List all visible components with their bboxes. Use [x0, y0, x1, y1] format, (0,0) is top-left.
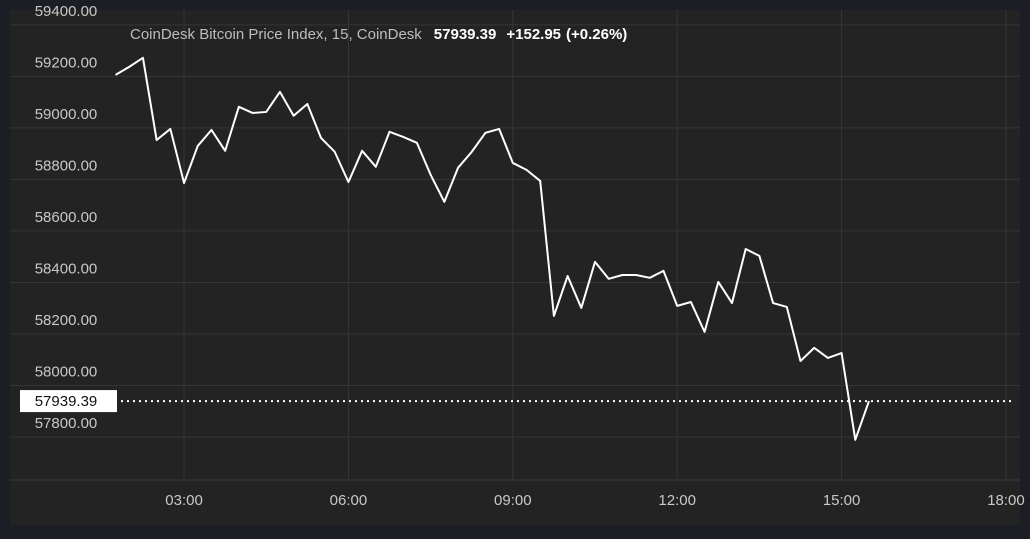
chart-panel	[10, 10, 1020, 525]
change-percent: (+0.26%)	[566, 26, 627, 43]
y-tick-label: 59400.00	[35, 3, 98, 20]
y-tick-label: 58800.00	[35, 157, 98, 174]
y-tick-label: 58600.00	[35, 209, 98, 226]
y-tick-label: 59000.00	[35, 106, 98, 123]
y-tick-label: 57800.00	[35, 415, 98, 432]
x-tick-label: 06:00	[330, 492, 368, 509]
last-price-label: 57939.39	[35, 393, 98, 410]
x-tick-label: 18:00	[987, 492, 1025, 509]
plot	[115, 56, 1012, 441]
price-line	[115, 56, 870, 441]
y-tick-label: 58400.00	[35, 260, 98, 277]
change: +152.95	[506, 26, 561, 43]
y-tick-label: 58200.00	[35, 312, 98, 329]
x-tick-label: 03:00	[165, 492, 203, 509]
chart-header: CoinDesk Bitcoin Price Index, 15, CoinDe…	[130, 26, 627, 43]
x-tick-label: 09:00	[494, 492, 532, 509]
chart-title: CoinDesk Bitcoin Price Index, 15, CoinDe…	[130, 26, 422, 43]
last-price: 57939.39	[434, 26, 497, 43]
y-tick-label: 58000.00	[35, 363, 98, 380]
y-tick-label: 59200.00	[35, 54, 98, 71]
last-price-box	[20, 390, 117, 413]
x-tick-label: 15:00	[823, 492, 861, 509]
x-tick-label: 12:00	[658, 492, 696, 509]
